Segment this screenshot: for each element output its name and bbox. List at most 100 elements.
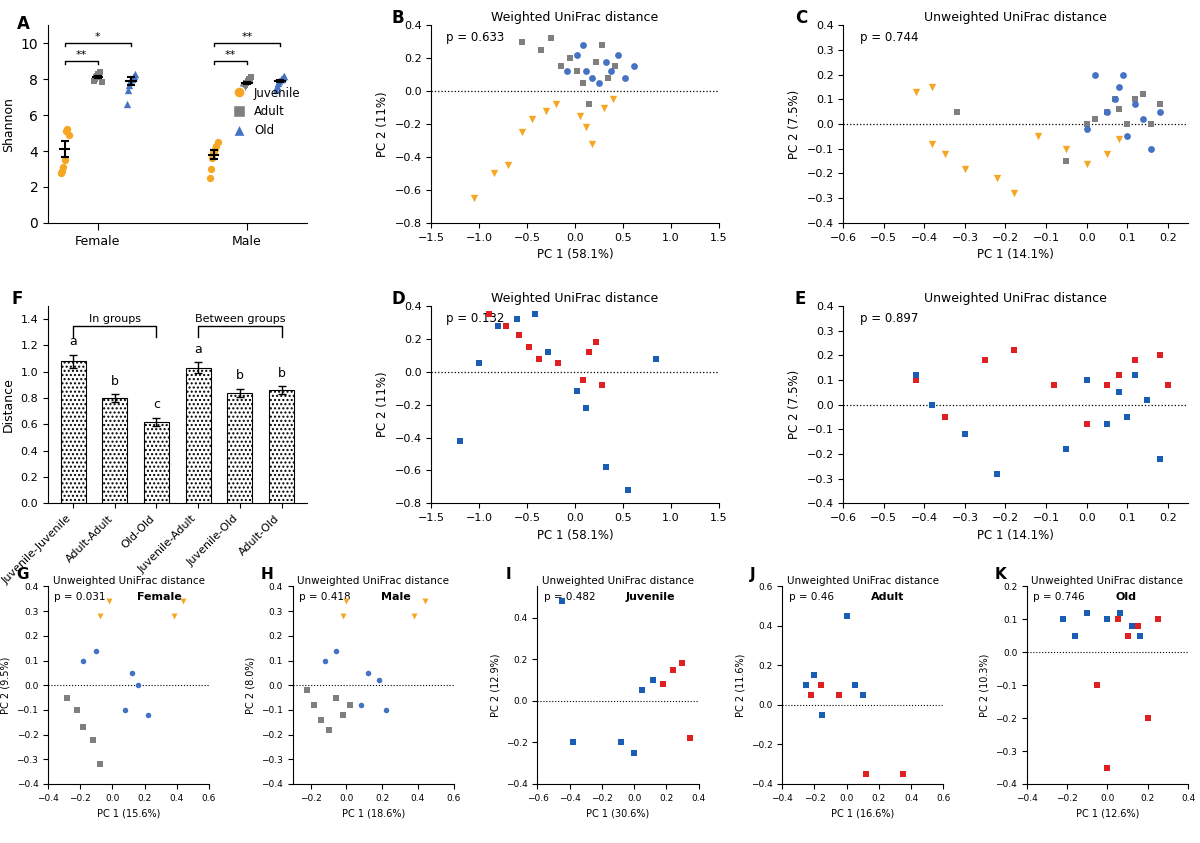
Point xyxy=(829,689,848,702)
Point xyxy=(1130,629,1150,642)
Point xyxy=(802,689,821,702)
Point xyxy=(976,353,995,367)
Y-axis label: Distance: Distance xyxy=(2,377,14,432)
Point xyxy=(1108,613,1127,626)
Text: p = 0.482: p = 0.482 xyxy=(544,593,595,603)
Point xyxy=(74,721,94,734)
Point xyxy=(122,71,142,84)
Point xyxy=(1028,130,1048,143)
Text: J: J xyxy=(750,566,756,582)
Point xyxy=(1110,103,1129,116)
Point xyxy=(1078,606,1097,620)
Point xyxy=(907,368,926,382)
X-axis label: PC 1 (58.1%): PC 1 (58.1%) xyxy=(536,248,613,261)
X-axis label: PC 1 (30.6%): PC 1 (30.6%) xyxy=(587,808,649,819)
Point xyxy=(546,98,565,111)
Point xyxy=(1117,130,1136,143)
Point xyxy=(612,736,631,749)
Point xyxy=(1126,93,1145,106)
Y-axis label: Shannon: Shannon xyxy=(2,97,16,152)
Text: Female: Female xyxy=(137,593,181,603)
Point xyxy=(1105,93,1124,106)
Point xyxy=(520,341,539,354)
Point xyxy=(121,74,140,88)
Text: b: b xyxy=(110,374,119,388)
Point xyxy=(587,336,606,349)
Point xyxy=(1122,619,1141,632)
Title: Unweighted UniFrac distance: Unweighted UniFrac distance xyxy=(542,576,694,586)
Title: Weighted UniFrac distance: Weighted UniFrac distance xyxy=(491,11,659,24)
Point xyxy=(119,83,138,97)
Text: K: K xyxy=(995,566,1007,582)
Point xyxy=(568,384,587,398)
Point xyxy=(935,411,954,424)
Point xyxy=(857,767,876,781)
Point xyxy=(955,162,974,175)
Point xyxy=(1097,379,1116,392)
Point xyxy=(845,679,864,692)
Point xyxy=(92,75,112,89)
Point xyxy=(100,594,119,608)
Point xyxy=(625,60,644,73)
Point xyxy=(1085,68,1104,82)
Point xyxy=(1134,112,1153,126)
Point xyxy=(1158,379,1177,392)
Point xyxy=(1134,88,1153,101)
Point xyxy=(853,689,872,702)
Point xyxy=(618,484,637,497)
Point xyxy=(512,35,532,49)
Point xyxy=(552,594,571,608)
Text: b: b xyxy=(277,367,286,379)
Point xyxy=(341,698,360,711)
Point xyxy=(1097,105,1116,119)
Point xyxy=(606,60,625,73)
Point xyxy=(1098,760,1117,774)
Point xyxy=(1044,379,1063,392)
Point xyxy=(236,76,256,89)
X-axis label: PC 1 (15.6%): PC 1 (15.6%) xyxy=(97,808,160,819)
Bar xyxy=(144,422,169,503)
Point xyxy=(805,668,824,682)
Point xyxy=(893,767,913,781)
Point xyxy=(541,32,560,46)
Point xyxy=(1078,417,1097,431)
Text: p = 0.897: p = 0.897 xyxy=(860,312,919,325)
Text: D: D xyxy=(391,290,404,308)
Point xyxy=(1110,606,1129,620)
Point xyxy=(1078,157,1097,170)
Point xyxy=(337,594,356,608)
Text: Between groups: Between groups xyxy=(194,314,286,325)
Title: Unweighted UniFrac distance: Unweighted UniFrac distance xyxy=(298,576,449,586)
Point xyxy=(91,65,110,78)
Point xyxy=(67,703,86,717)
Point xyxy=(1057,154,1076,168)
Point xyxy=(202,162,221,175)
Point xyxy=(1004,186,1024,200)
Point xyxy=(334,708,353,722)
Point xyxy=(233,82,252,95)
Point xyxy=(592,38,611,51)
Point xyxy=(988,172,1007,185)
Point xyxy=(1128,619,1147,632)
Legend: Juvenile, Adult, Old: Juvenile, Adult, Old xyxy=(227,87,301,137)
Point xyxy=(558,65,577,78)
Point xyxy=(580,346,599,359)
Point xyxy=(359,666,378,679)
Point xyxy=(601,65,620,78)
Bar xyxy=(186,368,211,503)
Point xyxy=(1126,368,1145,382)
Point xyxy=(1150,452,1169,465)
Point xyxy=(204,146,223,159)
Point xyxy=(1114,68,1133,82)
Y-axis label: PC 2 (9.5%): PC 2 (9.5%) xyxy=(1,657,11,714)
Point xyxy=(164,609,184,623)
Bar xyxy=(102,398,127,503)
Point xyxy=(664,663,683,676)
Point xyxy=(326,644,346,658)
Text: c: c xyxy=(152,398,160,411)
Point xyxy=(1097,105,1116,119)
Point xyxy=(90,67,109,81)
Point xyxy=(316,654,335,668)
Point xyxy=(577,65,596,78)
Point xyxy=(122,666,142,679)
